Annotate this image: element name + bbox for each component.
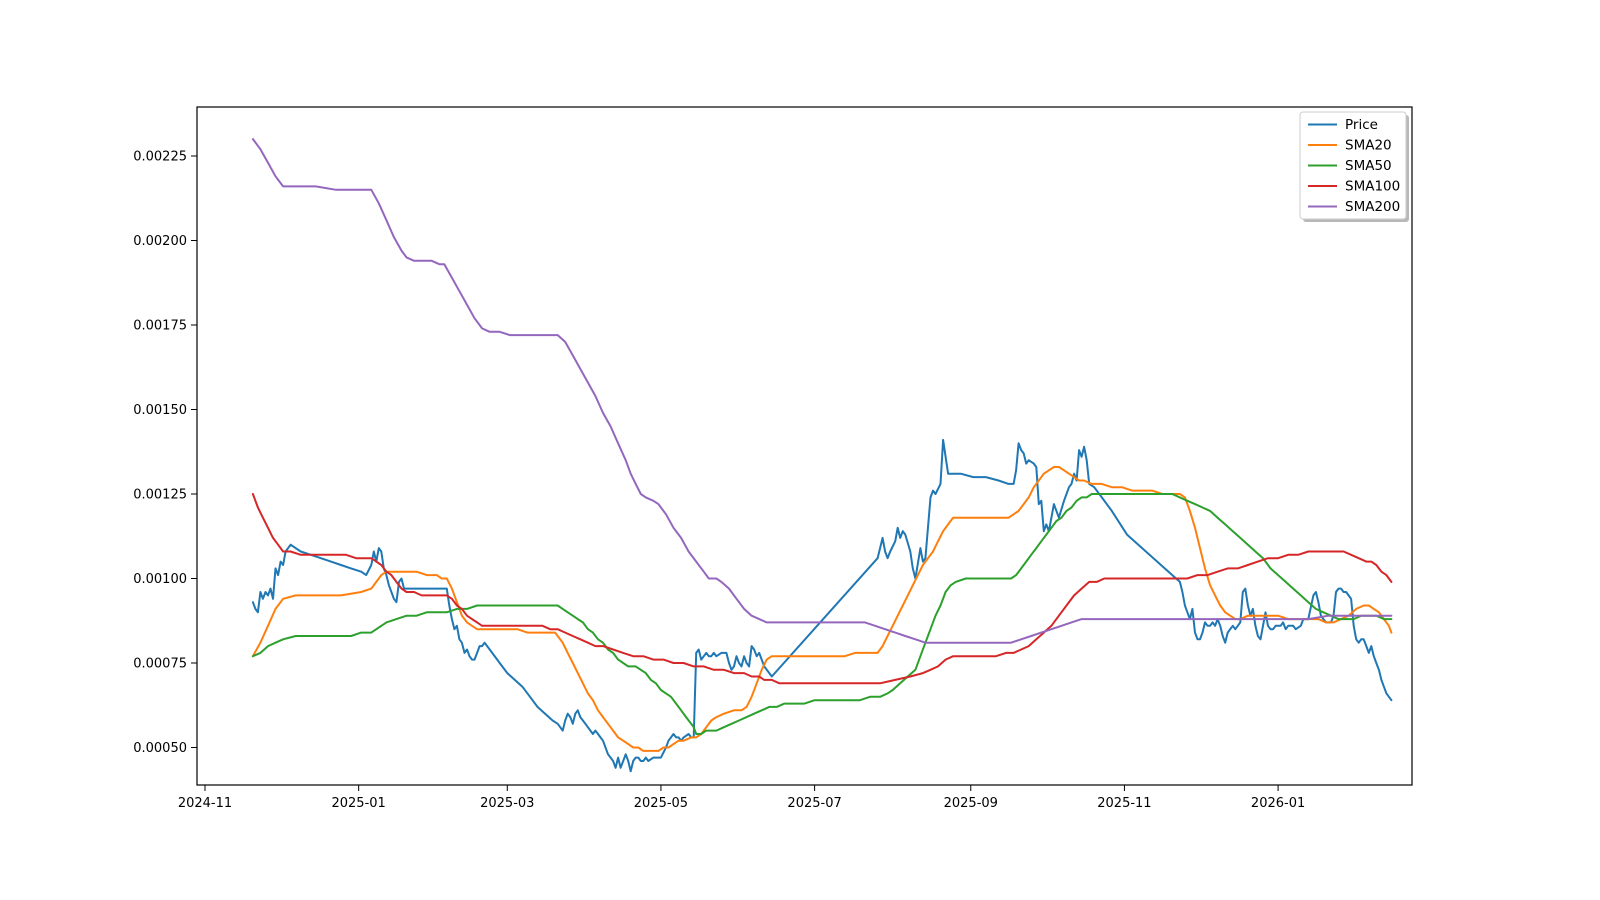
legend-label-sma200: SMA200 (1345, 199, 1400, 215)
legend-item-sma20: SMA20 (1308, 138, 1392, 154)
plot-frame (196, 106, 1413, 786)
x-tick-label: 2025-01 (331, 796, 385, 811)
price-line (251, 438, 1393, 773)
legend: Price SMA20 SMA50 SMA100 SMA200 (1299, 111, 1409, 222)
y-axis: 0.00050 0.00075 0.00100 0.00125 0.00150 0.001… (133, 150, 197, 756)
series-lines (251, 138, 1393, 773)
y-tick-label: 0.00100 (133, 572, 187, 587)
legend-label-sma100: SMA100 (1345, 179, 1400, 195)
sma100-line (251, 493, 1393, 685)
legend-label-sma50: SMA50 (1345, 158, 1392, 174)
x-tick-label: 2025-03 (480, 796, 534, 811)
x-tick-label: 2026-01 (1251, 796, 1305, 811)
y-tick-label: 0.00225 (133, 150, 187, 165)
x-tick-label: 2024-11 (178, 796, 232, 811)
y-tick-label: 0.00050 (133, 741, 187, 756)
x-tick-label: 2025-09 (944, 796, 998, 811)
legend-label-sma20: SMA20 (1345, 138, 1392, 154)
legend-label-price: Price (1345, 117, 1378, 133)
x-tick-label: 2025-05 (634, 796, 688, 811)
sma20-line (251, 466, 1393, 752)
y-tick-label: 0.00075 (133, 657, 187, 672)
legend-item-sma100: SMA100 (1308, 179, 1400, 195)
legend-item-price: Price (1308, 117, 1378, 133)
y-tick-label: 0.00200 (133, 234, 187, 249)
legend-box (1299, 111, 1407, 220)
legend-item-sma50: SMA50 (1308, 158, 1392, 174)
y-tick-label: 0.00175 (133, 319, 187, 334)
x-tick-label: 2025-11 (1097, 796, 1151, 811)
x-axis: 2024-11 2025-01 2025-03 2025-05 2025-07 2025-… (178, 785, 1305, 811)
x-tick-label: 2025-07 (787, 796, 841, 811)
sma50-line (251, 493, 1393, 735)
sma200-line (251, 138, 1393, 644)
y-tick-label: 0.00150 (133, 403, 187, 418)
legend-item-sma200: SMA200 (1308, 199, 1400, 215)
y-tick-label: 0.00125 (133, 488, 187, 503)
